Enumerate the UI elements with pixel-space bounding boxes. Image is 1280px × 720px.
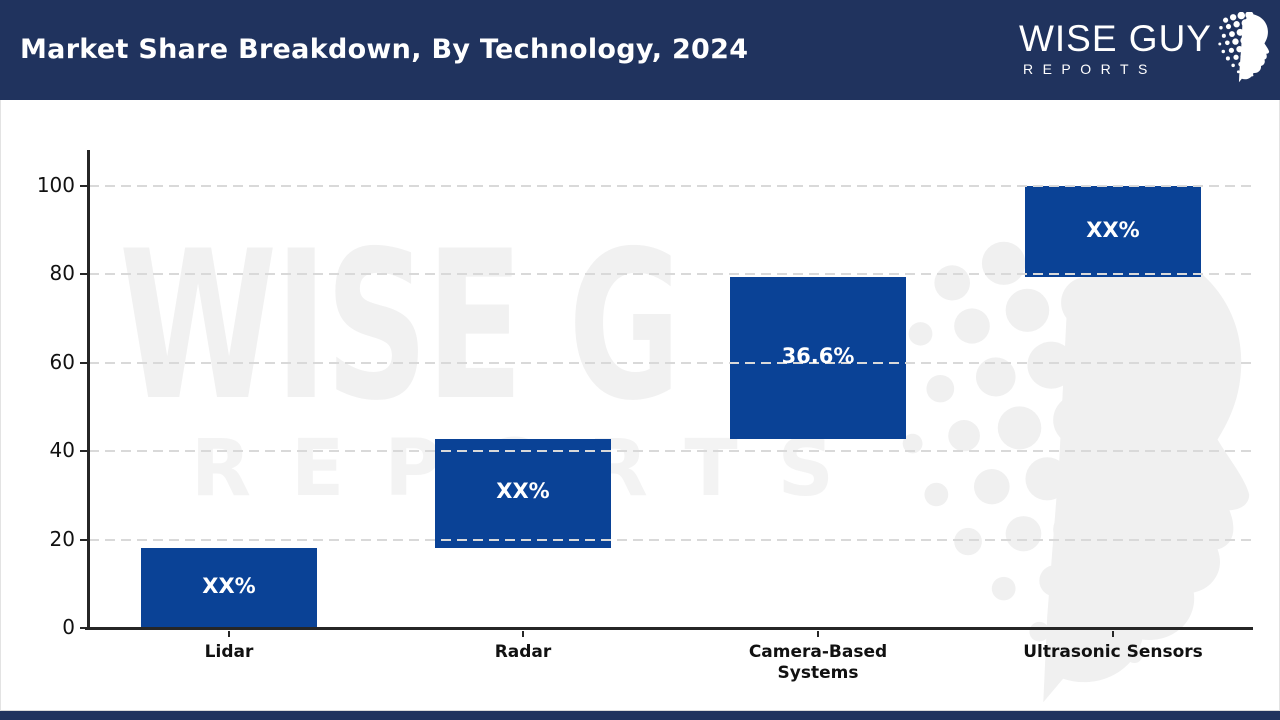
y-tick-label: 60 — [49, 349, 75, 374]
chart-title: Market Share Breakdown, By Technology, 2… — [20, 34, 749, 65]
logo-subtitle: REPORTS — [1022, 60, 1157, 77]
gridline-y-40 — [89, 450, 1253, 453]
y-axis-spine — [87, 150, 90, 630]
y-tick-label: 20 — [49, 526, 75, 551]
logo-text: WISE GUY REPORTS — [1018, 18, 1212, 77]
gridline-y-20 — [89, 538, 1253, 541]
watermark-wiseguy-text: WISE GUY — [119, 225, 671, 446]
bar-label-camera-based-systems: 36.6% — [781, 343, 855, 368]
bar-label-lidar: XX% — [202, 573, 256, 598]
x-category-label-ultrasonic-sensors: Ultrasonic Sensors — [1023, 642, 1203, 662]
gridline-y-80 — [89, 273, 1253, 276]
x-tick-mark — [228, 631, 230, 637]
bar-camera-based-systems — [730, 277, 906, 439]
gridline-y-100 — [89, 185, 1253, 187]
plot-area: 0 20 40 60 80 100 XX% Lidar XX% Radar 36.6% Camera-… — [1, 100, 1279, 710]
bar-label-radar: XX% — [496, 479, 550, 504]
x-category-label-camera-based-systems: Camera-Based Systems — [748, 642, 888, 684]
y-tick-mark — [80, 361, 88, 364]
wiseguy-logo: WISE GUY REPORTS — [1019, 12, 1272, 84]
y-tick-mark — [80, 185, 88, 187]
x-category-label-radar: Radar — [494, 642, 552, 662]
y-tick-label: 100 — [36, 173, 75, 197]
header-band: Market Share Breakdown, By Technology, 2… — [0, 0, 1280, 100]
logo-name: WISE GUY — [1018, 18, 1212, 60]
bar-radar — [435, 438, 611, 548]
y-tick-mark — [80, 627, 88, 629]
y-tick-label: 80 — [49, 261, 75, 286]
y-tick-label: 0 — [62, 615, 75, 639]
x-category-label-lidar: Lidar — [204, 642, 254, 662]
bar-lidar — [141, 547, 317, 628]
x-tick-mark — [522, 631, 524, 637]
x-tick-mark — [817, 631, 819, 637]
y-tick-mark — [80, 273, 88, 276]
x-axis-spine — [85, 627, 1253, 630]
y-tick-label: 40 — [49, 438, 75, 463]
chart-canvas: WISE GUY REPORTS 020406080100XX%LidarXX%… — [0, 100, 1280, 711]
y-tick-mark — [80, 538, 88, 541]
footer-band — [0, 711, 1280, 720]
gridline-y-60 — [89, 361, 1253, 364]
y-tick-mark — [80, 450, 88, 453]
dotted-head-icon — [1214, 12, 1272, 84]
bar-ultrasonic-sensors — [1025, 186, 1201, 278]
x-tick-mark — [1112, 631, 1114, 637]
watermark-dotted-head — [873, 228, 1269, 711]
bar-label-ultrasonic-sensors: XX% — [1086, 217, 1140, 242]
